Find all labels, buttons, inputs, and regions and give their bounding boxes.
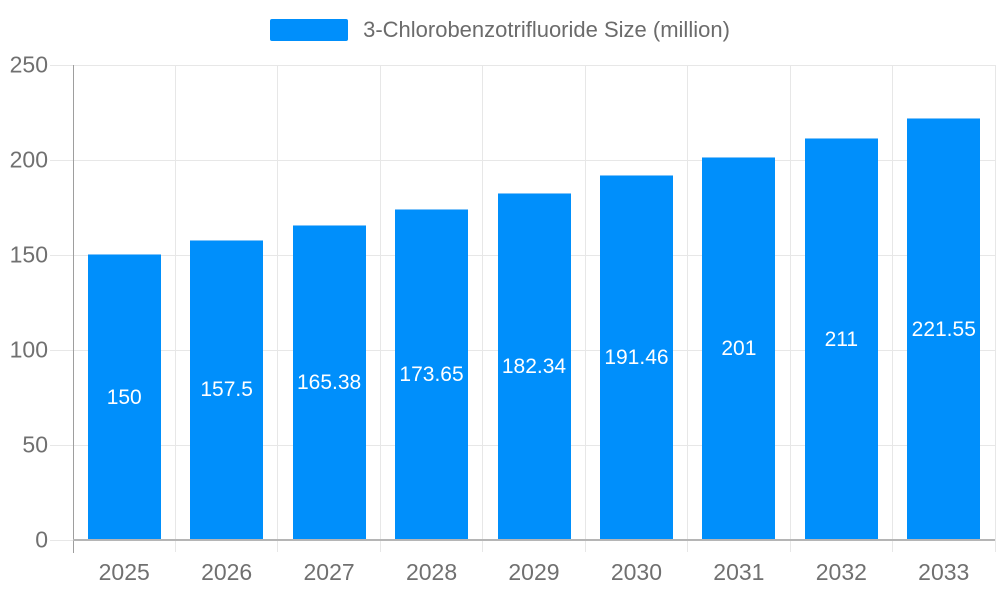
y-tick-label: 50 xyxy=(22,431,48,458)
x-tick-label: 2025 xyxy=(98,559,150,585)
gridline-vertical xyxy=(789,65,791,552)
bar[interactable] xyxy=(395,209,469,539)
bar[interactable] xyxy=(702,157,776,539)
bar[interactable] xyxy=(804,138,878,539)
plot-area: 0 50 100 150 200 250 150 2025 157.5 2026 165.38 202… xyxy=(10,53,996,585)
legend-swatch xyxy=(270,19,349,41)
legend-label: 3-Chlorobenzotrifluoride Size (million) xyxy=(363,17,730,42)
y-tick-label: 100 xyxy=(9,336,48,363)
bar[interactable] xyxy=(599,175,673,539)
y-axis-line xyxy=(73,65,74,553)
x-tick-label: 2026 xyxy=(201,559,253,585)
x-tick-label: 2029 xyxy=(508,559,560,585)
y-tick-label: 250 xyxy=(9,51,48,78)
bar[interactable] xyxy=(87,254,161,539)
y-tick-label: 200 xyxy=(9,146,48,173)
bar[interactable] xyxy=(497,192,571,539)
gridline-horizontal xyxy=(50,64,995,66)
x-tick-label: 2027 xyxy=(303,559,355,585)
gridline-vertical xyxy=(994,65,996,552)
y-tick-label: 0 xyxy=(35,526,48,553)
gridline-vertical xyxy=(482,65,484,552)
x-tick-label: 2030 xyxy=(610,559,663,585)
gridline-vertical xyxy=(892,65,894,552)
gridline-horizontal xyxy=(50,159,995,161)
bar[interactable] xyxy=(190,239,264,539)
gridline-vertical xyxy=(584,65,586,552)
gridline-vertical xyxy=(174,65,176,552)
x-axis-line xyxy=(73,539,995,541)
y-tick-label: 150 xyxy=(9,241,48,268)
gridline-vertical xyxy=(687,65,689,552)
gridline-vertical xyxy=(379,65,381,552)
x-tick-label: 2028 xyxy=(405,559,458,585)
gridline-vertical xyxy=(277,65,279,552)
y-axis-tick xyxy=(50,539,73,541)
x-tick-label: 2032 xyxy=(815,559,867,585)
x-tick-label: 2033 xyxy=(918,559,970,585)
bar[interactable] xyxy=(292,224,366,539)
chart-legend[interactable]: 3-Chlorobenzotrifluoride Size (million) xyxy=(0,18,1000,42)
bar[interactable] xyxy=(907,118,981,539)
x-tick-label: 2031 xyxy=(713,559,765,585)
